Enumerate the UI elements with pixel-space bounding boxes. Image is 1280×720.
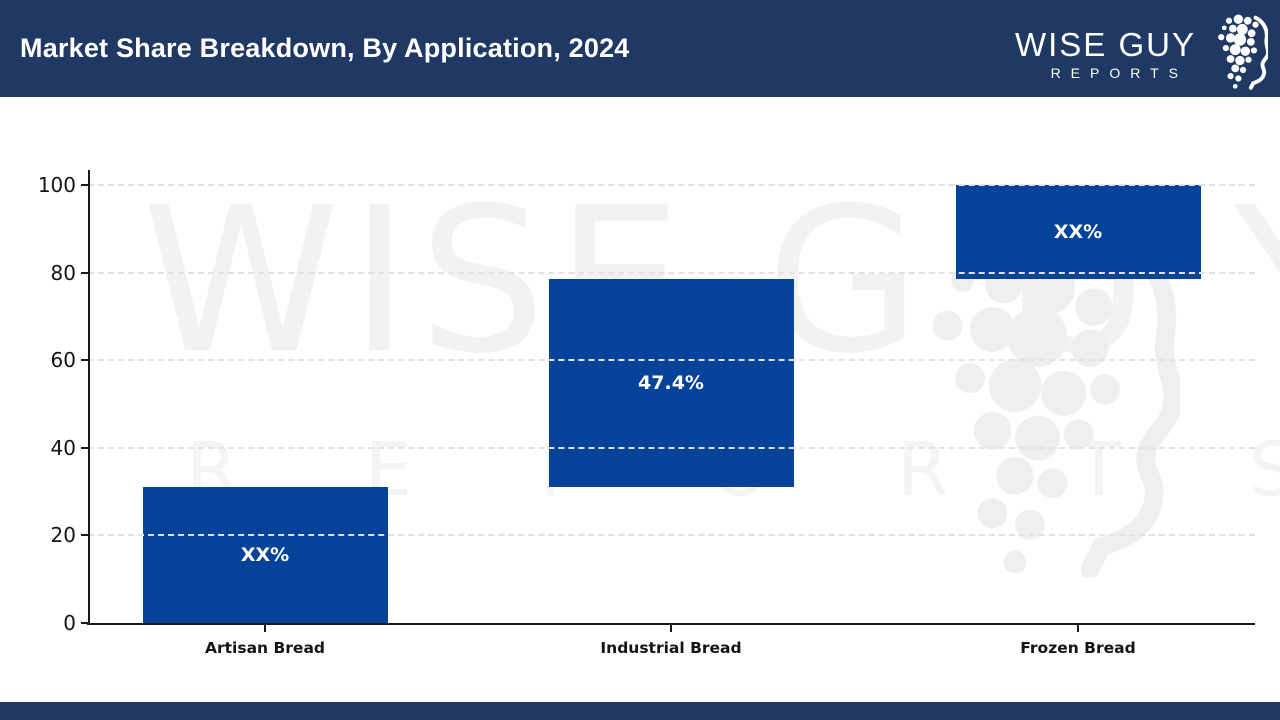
x-tick <box>264 625 266 632</box>
gridline <box>88 184 1255 186</box>
brand-logo: WISE GUY REPORTS <box>1004 8 1268 90</box>
brand-logo-wordmark: WISE GUY <box>1014 26 1196 63</box>
x-axis-label: Frozen Bread <box>1020 639 1136 657</box>
header-bar: Market Share Breakdown, By Application, … <box>0 0 1280 97</box>
gridline <box>88 359 1255 362</box>
x-tick <box>670 625 672 632</box>
y-tick-label: 100 <box>37 173 76 197</box>
gridline <box>88 446 1255 449</box>
y-tick <box>81 184 88 186</box>
plot-layer: XX% 47.4% XX% 0 20 40 60 80 100 Artisan Bread Indu… <box>0 97 1280 702</box>
y-tick-label: 20 <box>50 523 76 548</box>
y-tick <box>81 359 88 362</box>
y-tick-label: 60 <box>50 348 76 373</box>
bar <box>142 486 388 623</box>
x-axis-spine <box>87 623 1255 625</box>
bar-label: 47.4% <box>638 371 704 394</box>
gridline <box>88 534 1255 537</box>
x-axis-label: Artisan Bread <box>204 639 326 657</box>
y-tick <box>81 271 88 274</box>
y-tick-label: 40 <box>50 435 76 460</box>
y-axis-spine <box>88 170 90 625</box>
bar <box>955 185 1201 280</box>
bar <box>548 279 794 487</box>
footer-bar <box>0 702 1280 720</box>
x-axis-label: Industrial Bread <box>600 639 742 657</box>
x-tick <box>1077 625 1079 632</box>
y-tick-label: 80 <box>50 260 76 285</box>
chart-area: WISE G U Y R E P O R T S XX%47.4%XX%0204… <box>0 97 1280 702</box>
page-title: Market Share Breakdown, By Application, … <box>20 33 630 63</box>
bar-label: XX% <box>240 543 290 566</box>
bar-label: XX% <box>1053 221 1103 244</box>
brand-logo-subtitle: REPORTS <box>1050 65 1188 81</box>
gridline <box>88 271 1255 274</box>
y-tick-label: 0 <box>63 611 76 635</box>
y-tick <box>81 446 88 449</box>
brand-head-dots-icon <box>1218 14 1268 90</box>
y-tick <box>81 534 88 537</box>
y-tick <box>81 622 88 624</box>
